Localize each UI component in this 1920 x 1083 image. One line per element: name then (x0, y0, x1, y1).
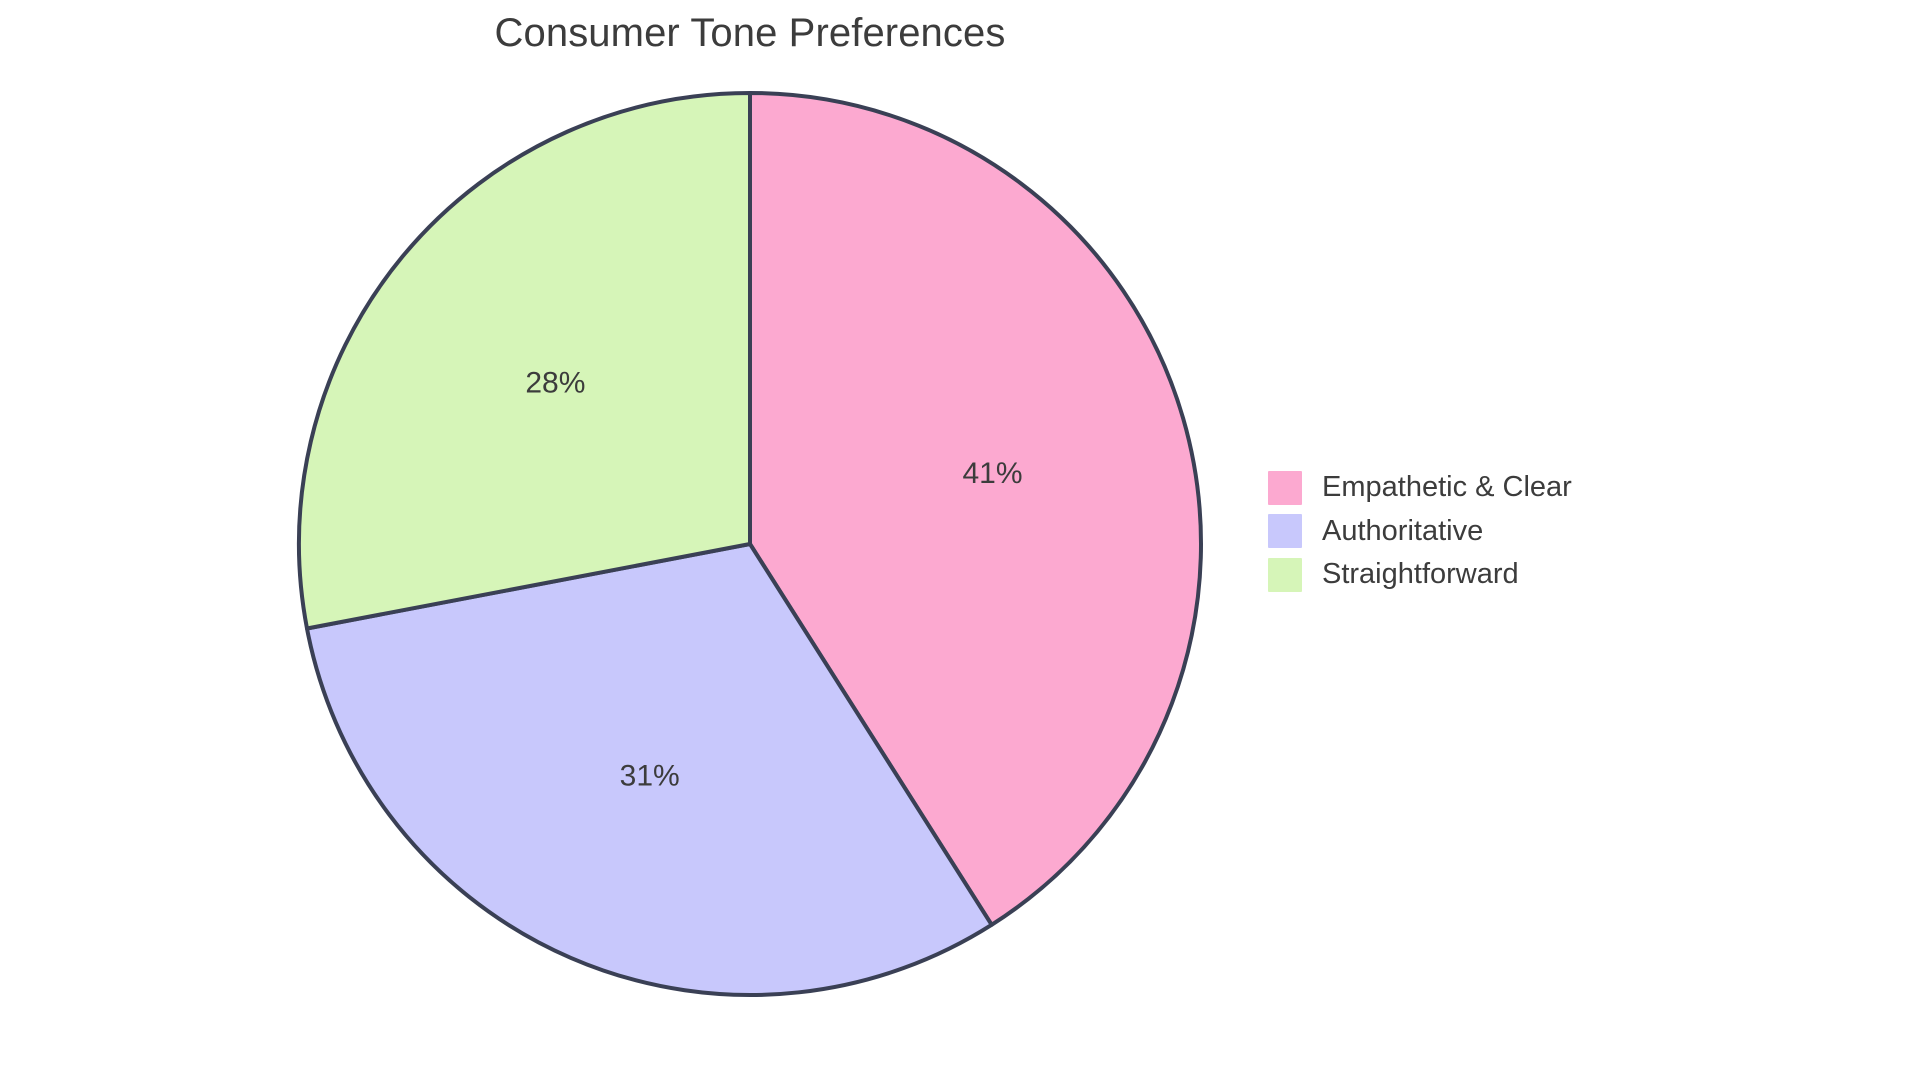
legend-swatch-icon (1268, 470, 1302, 505)
pie-slice-value-label: 31% (620, 759, 680, 792)
pie-slices (297, 91, 1203, 997)
legend-swatch-icon (1268, 557, 1302, 592)
legend-item-authoritative[interactable]: Authoritative (1268, 510, 1698, 554)
legend-item-label: Authoritative (1322, 514, 1484, 547)
pie-slice-value-label: 28% (525, 367, 585, 400)
pie-slice[interactable] (748, 91, 1203, 927)
legend-item-label: Empathetic & Clear (1322, 471, 1572, 504)
pie-slice[interactable] (304, 542, 994, 997)
legend-item-label: Straightforward (1322, 558, 1519, 591)
chart-legend: Empathetic & Clear Authoritative Straigh… (1268, 466, 1698, 597)
pie-svg: 41% 31% 28% (297, 91, 1203, 997)
pie-slice-labels: 41% 31% 28% (525, 367, 1022, 793)
pie-slice[interactable] (297, 91, 752, 631)
pie-slice-value-label: 41% (963, 457, 1023, 490)
legend-item-empathetic-and-clear[interactable]: Empathetic & Clear (1268, 466, 1698, 510)
chart-title: Consumer Tone Preferences (494, 11, 1006, 55)
pie-plot-area: 41% 31% 28% (297, 91, 1203, 997)
legend-item-straightforward[interactable]: Straightforward (1268, 553, 1698, 597)
legend-swatch-icon (1268, 514, 1302, 549)
